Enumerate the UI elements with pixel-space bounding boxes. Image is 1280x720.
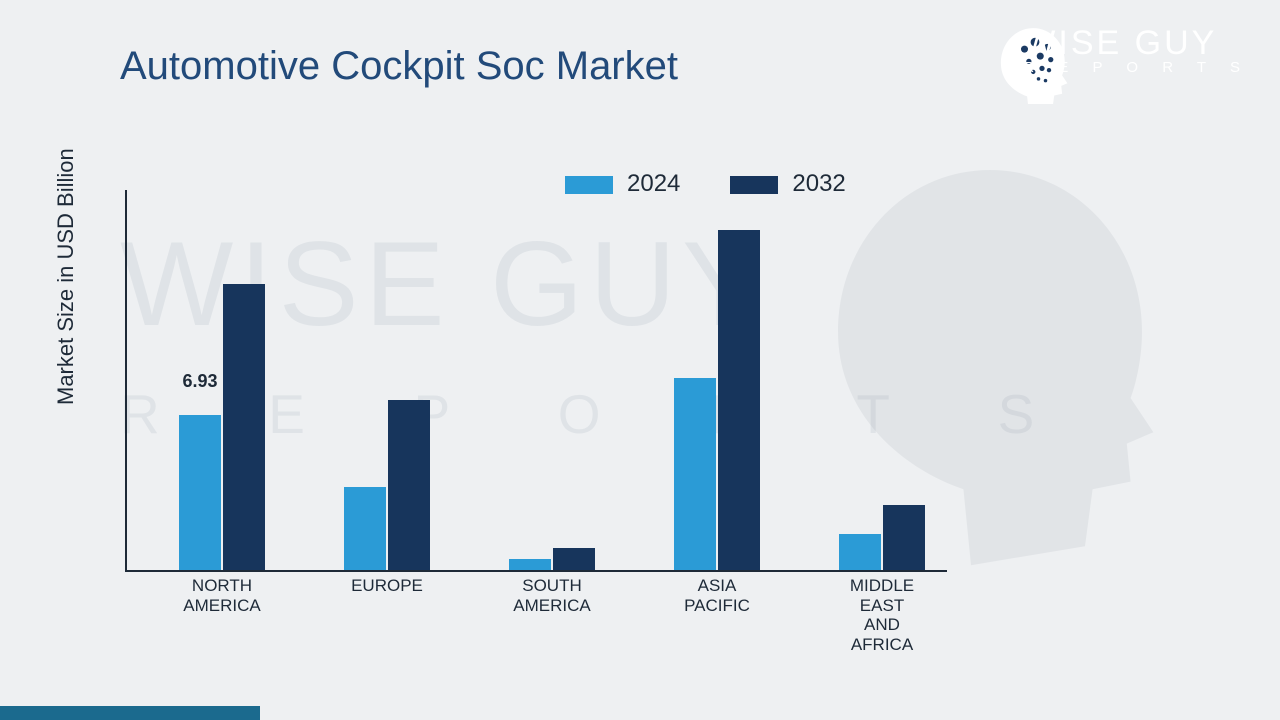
category-label: NORTHAMERICA	[157, 570, 287, 615]
category-label: EUROPE	[322, 570, 452, 596]
bar	[883, 505, 925, 570]
bar	[223, 284, 265, 570]
chart-title: Automotive Cockpit Soc Market	[120, 44, 678, 89]
category-label: SOUTHAMERICA	[487, 570, 617, 615]
bar	[674, 378, 716, 570]
category-label: MIDDLEEASTANDAFRICA	[817, 570, 947, 654]
bar	[344, 487, 386, 570]
page-root: WISE GUY R E P O R T S Automotive Cockpi…	[0, 0, 1280, 720]
brand-logo: WISE GUY R E P O R T S	[1023, 24, 1250, 76]
y-axis-label: Market Size in USD Billion	[53, 148, 79, 405]
bar	[388, 400, 430, 570]
bar	[718, 230, 760, 570]
bar	[179, 415, 221, 570]
bar	[553, 548, 595, 570]
brand-line1: WISE GUY	[1023, 24, 1250, 63]
bar	[839, 534, 881, 570]
category-label: ASIAPACIFIC	[652, 570, 782, 615]
bar-value-label: 6.93	[182, 371, 217, 392]
bar	[509, 559, 551, 570]
bar-chart: 2024 2032 Market Size in USD Billion 6.9…	[95, 170, 945, 625]
plot-area: 6.93NORTHAMERICAEUROPESOUTHAMERICAASIAPA…	[125, 190, 947, 572]
footer-accent-bar	[0, 706, 260, 720]
brand-line2: R E P O R T S	[1023, 59, 1250, 76]
